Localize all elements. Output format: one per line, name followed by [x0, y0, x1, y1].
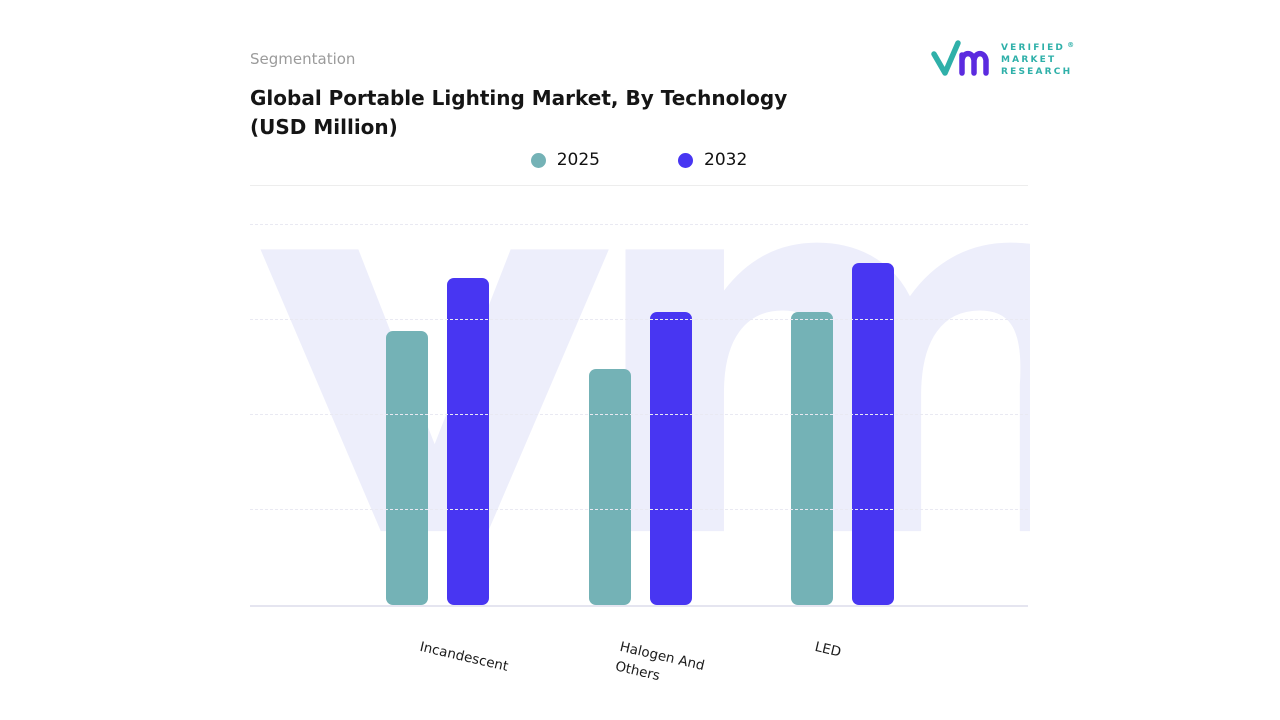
bar-2025-incandescent[interactable] — [386, 331, 428, 605]
bar-group-halogen-and-others — [588, 312, 692, 605]
logo-line-verified: VERIFIED ® — [1001, 41, 1077, 53]
header-divider — [250, 185, 1028, 186]
bar-group-led — [791, 263, 894, 605]
gridline — [250, 414, 1028, 415]
chart-legend: 2025 2032 — [250, 150, 1028, 170]
bar-groups — [250, 225, 1028, 605]
gridline — [250, 224, 1028, 225]
x-axis-label-incandescent: Incandescent — [418, 638, 510, 675]
legend-item-2025[interactable]: 2025 — [530, 150, 600, 170]
chart-title-line1: Global Portable Lighting Market, By Tech… — [250, 86, 788, 110]
bar-2025-led[interactable] — [791, 312, 833, 605]
legend-dot — [678, 152, 693, 168]
legend-label: 2032 — [704, 150, 748, 170]
x-axis-labels: Incandescent Halogen And Others LED — [250, 638, 1028, 698]
segmentation-label: Segmentation — [250, 50, 356, 68]
plot-area — [250, 224, 1028, 607]
gridline — [250, 509, 1028, 510]
bar-2032-led[interactable] — [852, 263, 894, 605]
logo-line-market: MARKET — [1001, 55, 1057, 65]
bar-2032-incandescent[interactable] — [447, 278, 489, 605]
vmr-logo-mark — [931, 40, 989, 76]
gridline — [250, 319, 1028, 320]
bar-2032-halogen-and-others[interactable] — [649, 312, 692, 605]
vmr-logo: VERIFIED ® MARKET RESEARCH — [930, 38, 1076, 82]
legend-label: 2025 — [556, 150, 600, 170]
legend-dot — [530, 152, 546, 168]
logo-line-research: RESEARCH — [1001, 67, 1073, 77]
registered-mark: ® — [1067, 41, 1077, 49]
chart-title: Global Portable Lighting Market, By Tech… — [250, 84, 787, 142]
x-axis-baseline — [250, 605, 1028, 607]
legend-item-2032[interactable]: 2032 — [678, 150, 747, 170]
x-axis-label-halogen-and-others: Halogen And Others — [613, 638, 707, 684]
x-axis-label-led: LED — [813, 638, 843, 661]
vmr-logo-text: VERIFIED ® MARKET RESEARCH — [1001, 41, 1077, 77]
bar-2025-halogen-and-others[interactable] — [588, 369, 631, 605]
bar-group-incandescent — [386, 278, 489, 605]
chart-title-line2: (USD Million) — [250, 115, 398, 139]
